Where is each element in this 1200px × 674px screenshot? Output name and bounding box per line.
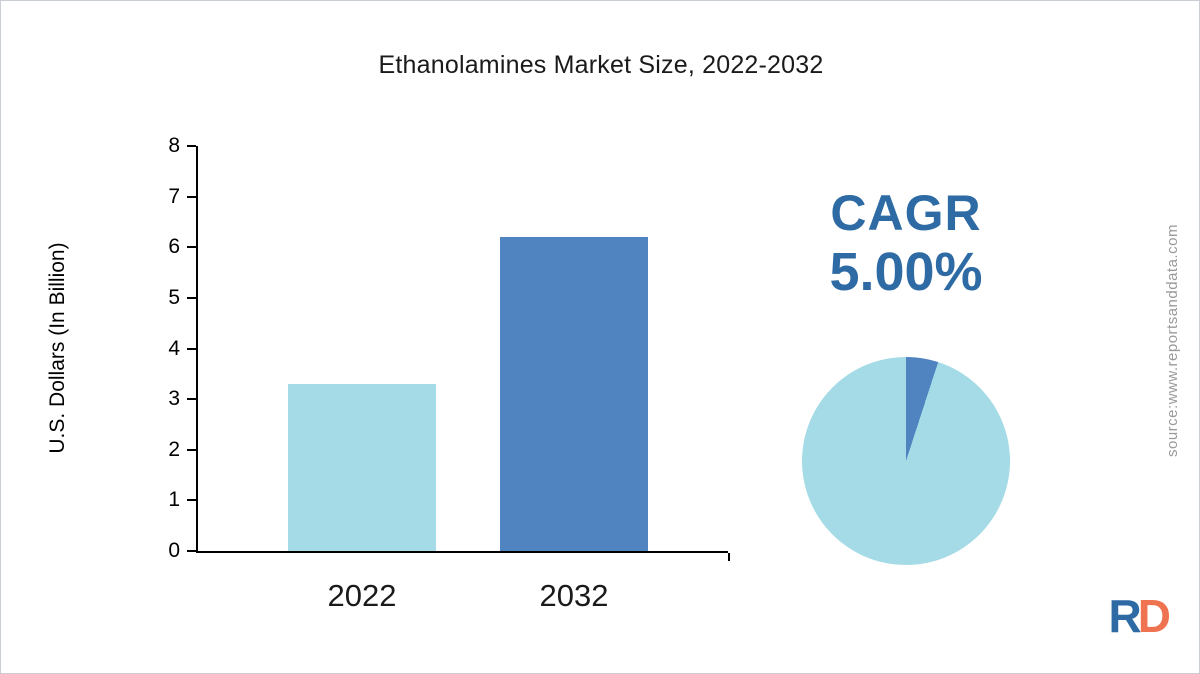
cagr-label: CAGR — [830, 185, 982, 241]
y-axis-tick — [187, 296, 196, 299]
y-axis-tick — [187, 448, 196, 451]
x-axis-category-label: 2022 — [327, 578, 397, 613]
y-axis-tick-label: 5 — [168, 285, 180, 309]
y-axis-tick-label: 0 — [168, 539, 180, 562]
y-axis-tick — [187, 347, 196, 350]
y-axis-tick — [187, 195, 196, 198]
cagr-value: 5.00% — [829, 242, 983, 302]
y-axis-tick-label: 2 — [168, 437, 180, 461]
x-axis-category-label: 2032 — [539, 578, 609, 613]
y-axis-tick — [187, 246, 196, 249]
y-axis-tick — [187, 550, 196, 552]
cagr-pie-chart — [802, 357, 1010, 565]
y-axis-tick-label: 4 — [168, 336, 180, 360]
chart-title: Ethanolamines Market Size, 2022-2032 — [378, 51, 824, 79]
source-watermark: source:www.reportsanddata.com — [1164, 224, 1181, 458]
y-axis-tick-label: 8 — [168, 134, 180, 157]
bar-plot-area: 0 1 2 3 4 5 6 7 8 2022 2032 — [168, 135, 730, 613]
y-axis-tick-label: 3 — [168, 387, 180, 411]
bar-2032 — [500, 237, 648, 551]
cagr-block: CAGR 5.00% — [766, 186, 1046, 303]
logo-letter-d: D — [1137, 590, 1171, 642]
x-axis-end-tick — [728, 553, 730, 561]
y-axis-tick-label: 7 — [168, 184, 180, 208]
y-axis-tick — [187, 499, 196, 502]
y-axis-tick-label: 1 — [168, 488, 180, 512]
brand-logo: R D — [1109, 593, 1171, 639]
y-axis-tick — [187, 145, 196, 147]
y-axis-title: U.S. Dollars (In Billion) — [46, 242, 69, 454]
bar-2022 — [288, 384, 436, 551]
logo-letter-r: R — [1108, 590, 1142, 642]
y-axis-tick — [187, 398, 196, 401]
y-axis-tick-label: 6 — [168, 235, 180, 259]
